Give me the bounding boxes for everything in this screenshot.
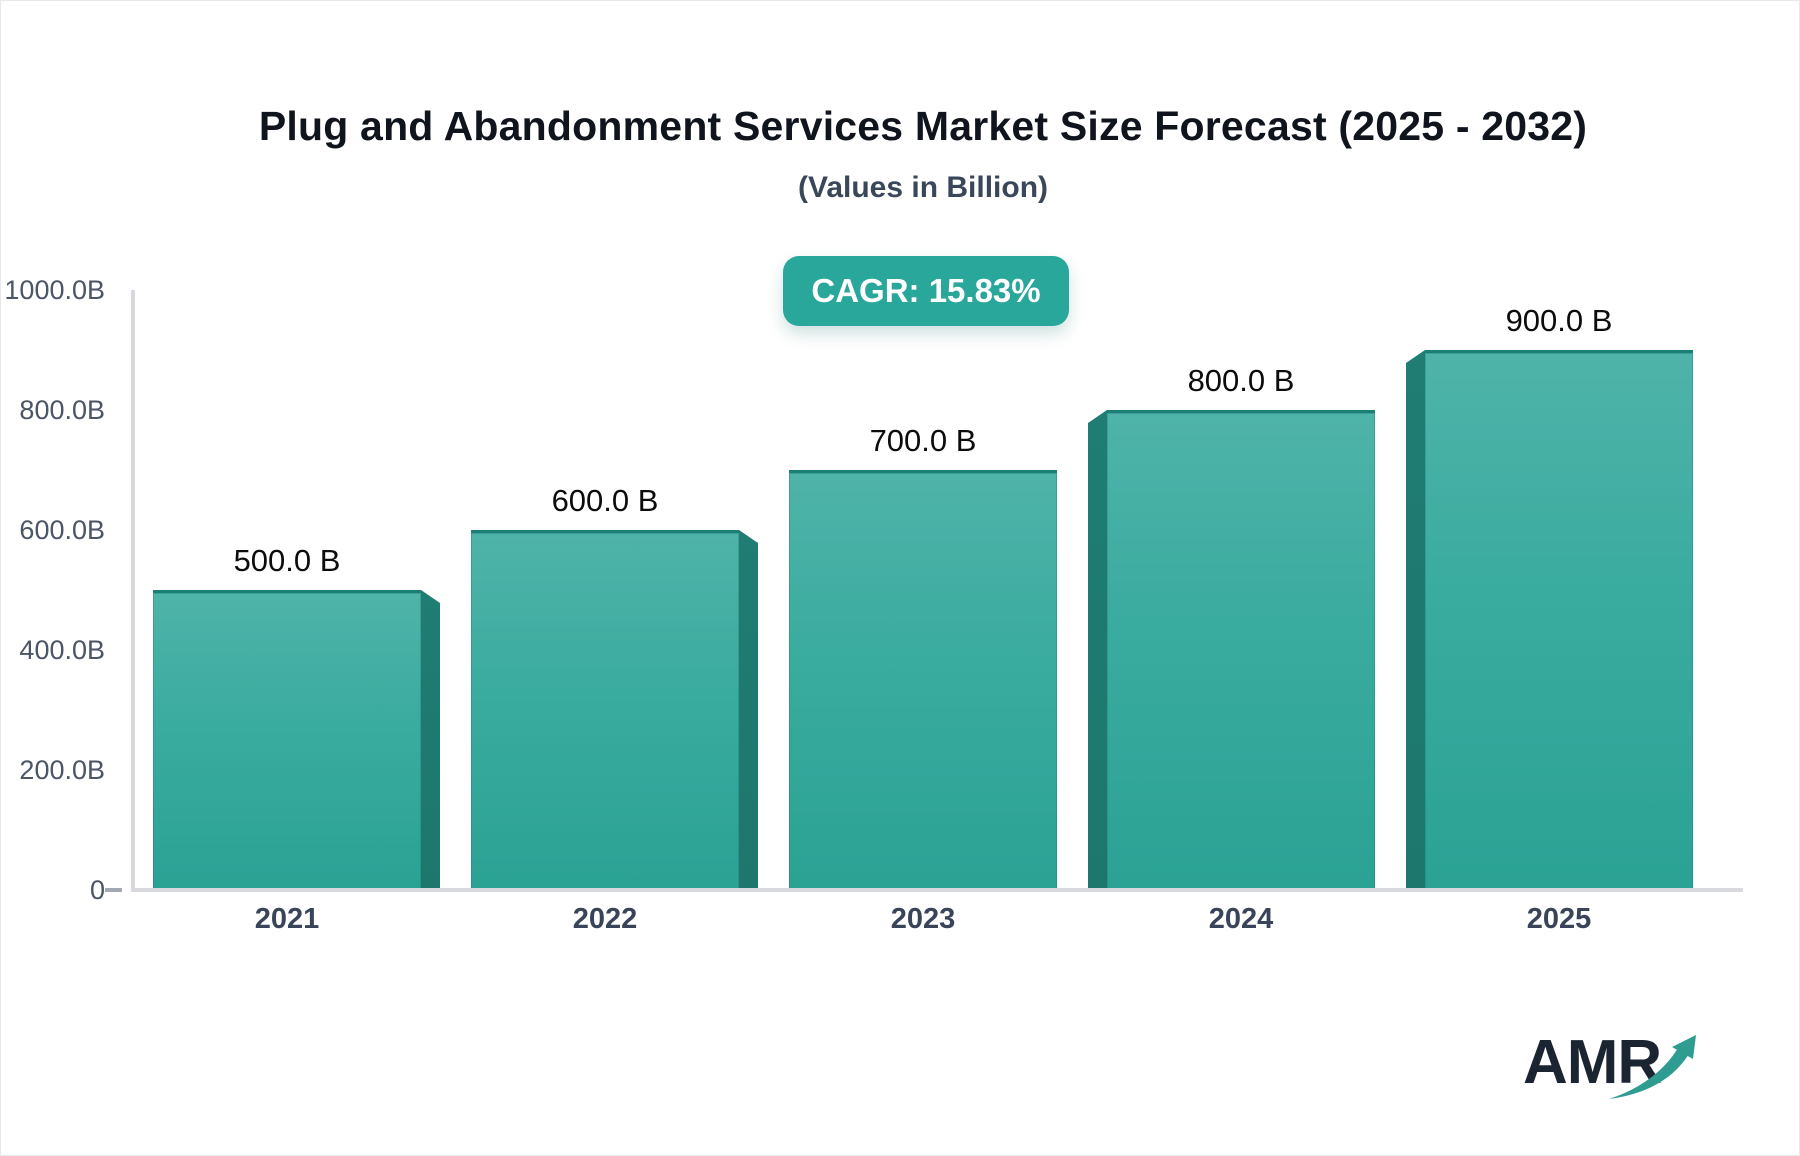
x-axis-label-2023: 2023 — [890, 903, 956, 935]
bar-value-label: 800.0 B — [1187, 363, 1295, 398]
bar-2021[interactable] — [153, 590, 421, 890]
bar-value-label: 700.0 B — [869, 423, 977, 458]
cagr-badge-label: CAGR: 15.83% — [811, 272, 1041, 309]
bar-2022[interactable] — [471, 530, 739, 890]
x-axis-label-2024: 2024 — [1208, 903, 1274, 935]
x-axis-line — [131, 888, 1743, 892]
y-tick-label: 800.0B — [19, 395, 105, 425]
bar-2023[interactable] — [789, 470, 1057, 890]
bar-value-label: 600.0 B — [551, 483, 659, 518]
x-axis-label-2021: 2021 — [254, 903, 320, 935]
bar-2024[interactable] — [1107, 410, 1375, 890]
chart-title: Plug and Abandonment Services Market Siz… — [258, 103, 1588, 149]
bar-side-face — [1406, 350, 1425, 890]
amr-logo-text: AMR — [1523, 1028, 1662, 1097]
amr-logo[interactable]: AMR — [1523, 1031, 1723, 1111]
chart-subtitle: (Values in Billion) — [797, 171, 1049, 204]
y-tick-label: 400.0B — [19, 635, 105, 665]
bar-side-face — [739, 530, 758, 890]
bar-2025[interactable] — [1425, 350, 1693, 890]
x-axis-label-2025: 2025 — [1526, 903, 1592, 935]
cagr-badge: CAGR: 15.83% — [783, 256, 1069, 326]
bar-side-face — [1088, 410, 1107, 890]
y-tick-label: 1000.0B — [4, 275, 105, 305]
x-axis-label-2022: 2022 — [572, 903, 638, 935]
y-tick-label: 600.0B — [19, 515, 105, 545]
bar-value-label: 900.0 B — [1505, 303, 1613, 338]
y-axis-line — [131, 290, 135, 892]
bar-side-face — [421, 590, 440, 890]
y-tick-label: 0 — [89, 875, 105, 905]
y-tick-label: 200.0B — [19, 755, 105, 785]
bar-value-label: 500.0 B — [233, 543, 341, 578]
amr-logo-arrow-icon — [1609, 1035, 1696, 1099]
zero-tick-mark — [105, 888, 122, 892]
